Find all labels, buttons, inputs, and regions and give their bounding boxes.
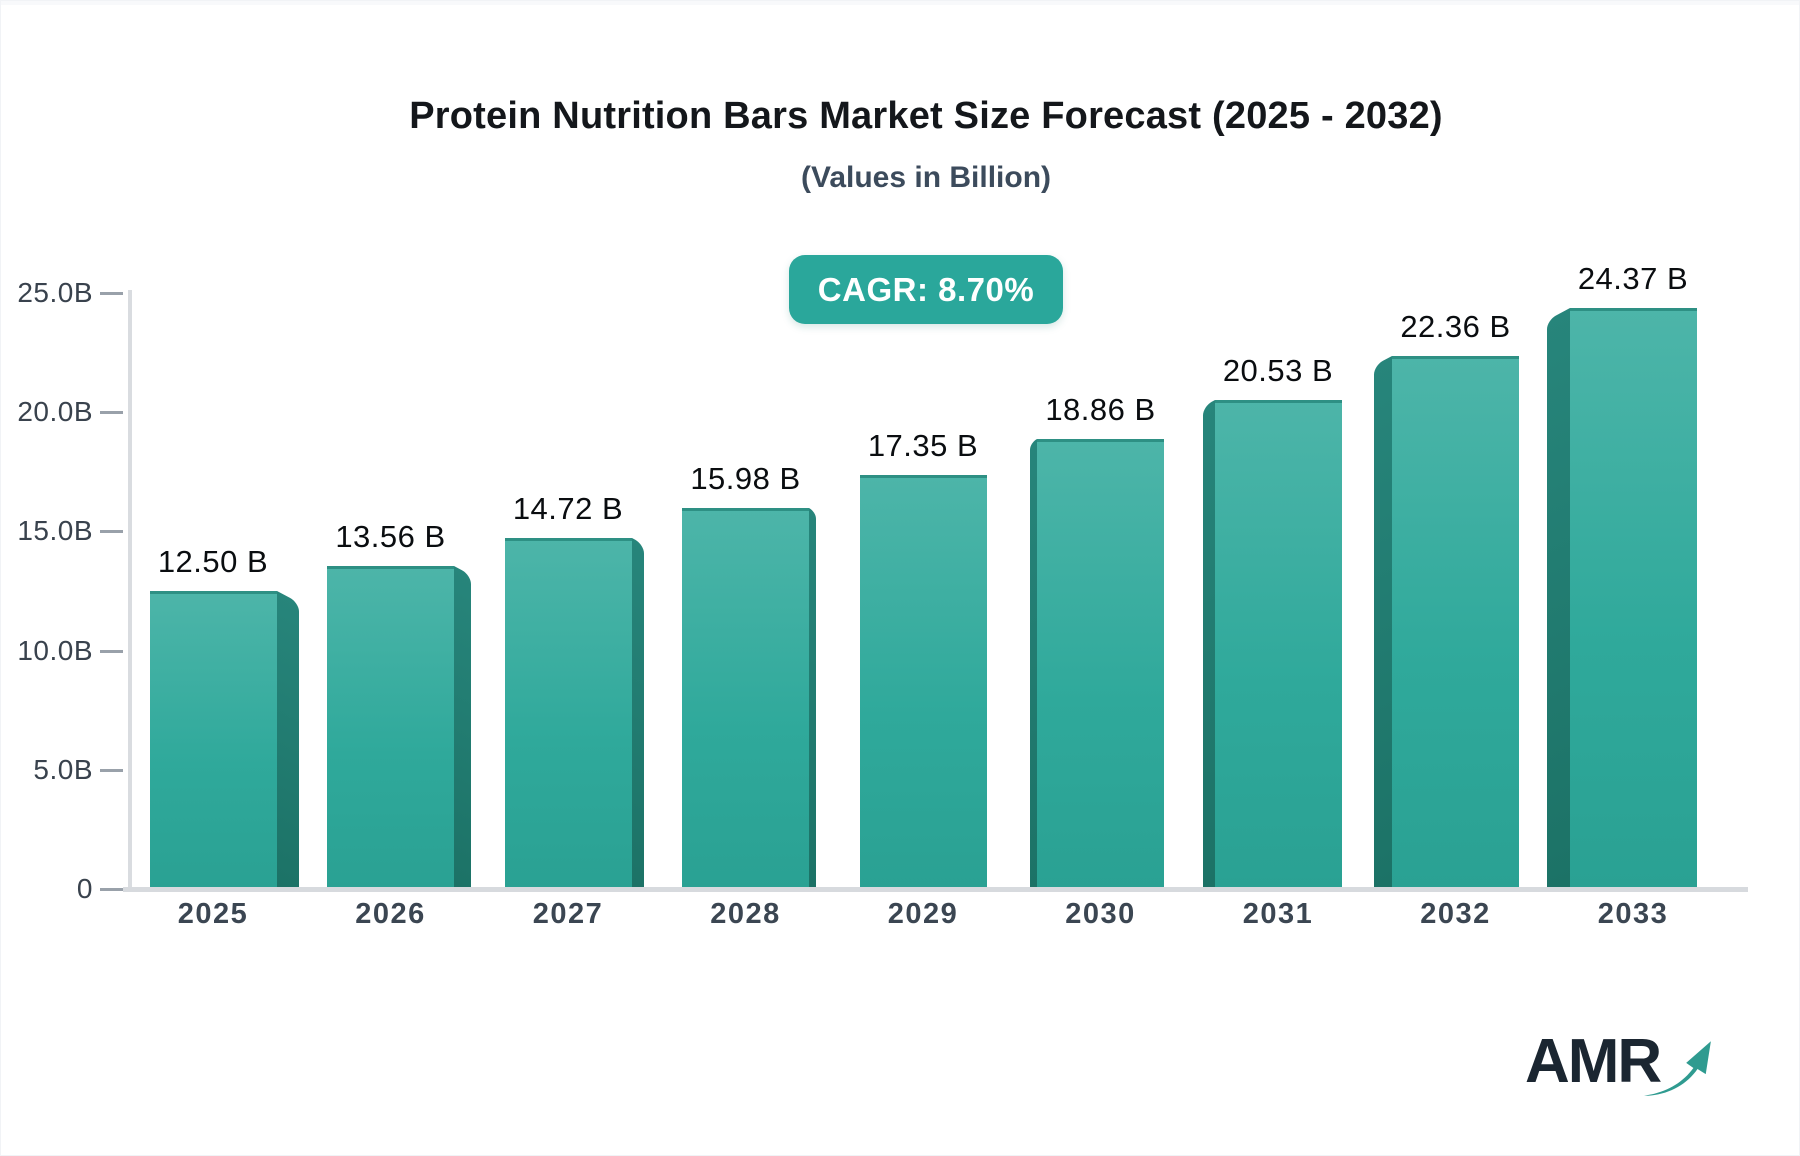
cagr-badge-label: CAGR: 8.70% [817, 270, 1035, 308]
bar-face [1569, 308, 1697, 889]
bar-face [1037, 439, 1164, 889]
bar-face [682, 508, 809, 889]
bar-group-2027 [504, 538, 644, 889]
logo-arrow-icon [1644, 1041, 1711, 1096]
bar-face [1214, 399, 1342, 889]
bar-value-label-2032: 22.36 B [1400, 308, 1511, 344]
plot-area [121, 281, 1781, 889]
bar-group-2026 [327, 565, 471, 889]
bar-face [859, 475, 987, 889]
bar-side [1030, 439, 1037, 889]
bar-side [1546, 308, 1570, 889]
bar-value-label-2029: 17.35 B [867, 428, 979, 464]
x-axis-label-2033: 2033 [1597, 898, 1669, 930]
bar-face [149, 591, 277, 889]
bar-face [504, 538, 632, 889]
bar-side [631, 538, 644, 889]
y-tick-0 [100, 888, 123, 891]
bar-group-2031 [1202, 399, 1342, 889]
page-subtitle: (Values in Billion) [800, 161, 1052, 194]
bar-face [327, 565, 454, 889]
bar-value-label-2033: 24.37 B [1577, 261, 1689, 297]
x-axis-label-2031: 2031 [1242, 898, 1314, 930]
x-axis-label-2030: 2030 [1065, 898, 1136, 930]
page-title: Protein Nutrition Bars Market Size Forec… [409, 95, 1443, 137]
y-axis-line [128, 290, 132, 889]
top-strip [1, 1, 1799, 5]
bar-side [1202, 399, 1215, 889]
bar-group-2032 [1374, 355, 1519, 889]
bar-value-label-2027: 14.72 B [512, 491, 624, 527]
bar-value-label-2028: 15.98 B [690, 461, 801, 497]
logo-text: AMR [1525, 1027, 1662, 1096]
bar-side [276, 591, 299, 889]
y-tick-5.0B [100, 768, 123, 772]
bar-group-2030 [1030, 439, 1164, 889]
bar-group-2025 [149, 591, 299, 889]
bar-value-label-2030: 18.86 B [1045, 392, 1156, 428]
y-tick-20.0B [100, 411, 123, 415]
y-tick-15.0B [100, 530, 123, 534]
bar-group-2033 [1546, 308, 1697, 889]
bar-group-2029 [859, 475, 987, 889]
x-axis-line [123, 887, 1748, 892]
x-axis-label-2028: 2028 [710, 898, 781, 930]
bar-value-label-2031: 20.53 B [1222, 352, 1334, 388]
y-tick-25.0B [100, 292, 123, 295]
bar-side [809, 508, 816, 889]
x-axis-label-2027: 2027 [532, 898, 604, 930]
x-axis-label-2029: 2029 [887, 898, 959, 930]
bar-value-label-2026: 13.56 B [335, 518, 446, 554]
x-axis-label-2026: 2026 [355, 898, 426, 930]
bar-face [1392, 355, 1519, 889]
x-axis-label-2032: 2032 [1420, 898, 1491, 930]
y-tick-10.0B [100, 649, 123, 653]
bar-side [454, 565, 471, 889]
x-axis-label-2025: 2025 [177, 898, 249, 930]
y-tick-label-0: 0 [76, 873, 93, 904]
y-tick-label-10.0B: 10.0B [17, 634, 93, 666]
bar-value-label-2025: 12.50 B [157, 544, 269, 579]
y-tick-label-15.0B: 15.0B [17, 515, 93, 547]
bar-side [1374, 355, 1392, 889]
y-tick-label-25.0B: 25.0B [17, 277, 93, 308]
cagr-badge: CAGR: 8.70% [789, 255, 1063, 324]
y-tick-label-20.0B: 20.0B [17, 396, 93, 428]
y-tick-label-5.0B: 5.0B [33, 753, 93, 785]
brand-logo: AMR [1525, 1031, 1755, 1111]
bar-group-2028 [682, 508, 816, 889]
